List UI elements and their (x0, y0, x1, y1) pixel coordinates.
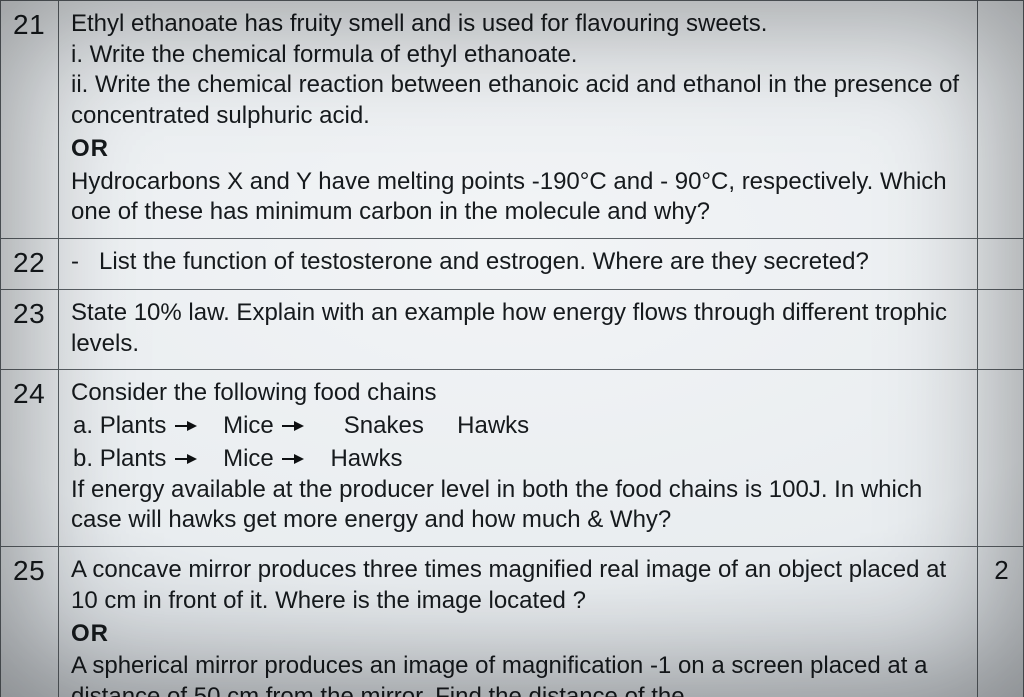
question-number: 23 (1, 290, 59, 370)
arrow-icon (282, 421, 304, 431)
table-row: 23 State 10% law. Explain with an exampl… (1, 290, 1024, 370)
question-line: A spherical mirror produces an image of … (71, 651, 967, 697)
fc-label: b. (73, 445, 93, 472)
question-marks (978, 290, 1024, 370)
question-line: State 10% law. Explain with an example h… (71, 298, 967, 359)
question-number: 24 (1, 370, 59, 547)
bullet: - (71, 248, 79, 275)
question-line: Consider the following food chains (71, 378, 967, 409)
fc-item: Plants (100, 412, 167, 439)
question-number: 25 (1, 547, 59, 697)
food-chain-a: a. Plants Mice Snakes Hawks (71, 411, 967, 442)
question-line: i. Write the chemical formula of ethyl e… (71, 40, 967, 71)
question-line: Hydrocarbons X and Y have melting points… (71, 167, 967, 228)
question-body: A concave mirror produces three times ma… (59, 547, 978, 697)
question-marks (978, 1, 1024, 239)
fc-item: Hawks (330, 445, 402, 472)
fc-item: Snakes (344, 412, 424, 439)
question-marks: 2 (978, 547, 1024, 697)
food-chain-b: b. Plants Mice Hawks (71, 444, 967, 475)
question-line: Ethyl ethanoate has fruity smell and is … (71, 9, 967, 40)
table-row: 22 - List the function of testosterone a… (1, 239, 1024, 290)
question-number: 21 (1, 1, 59, 239)
table-row: 25 A concave mirror produces three times… (1, 547, 1024, 697)
question-table: 21 Ethyl ethanoate has fruity smell and … (0, 0, 1024, 697)
fc-item: Hawks (457, 412, 529, 439)
question-body: - List the function of testosterone and … (59, 239, 978, 290)
arrow-icon (175, 454, 197, 464)
table-row: 21 Ethyl ethanoate has fruity smell and … (1, 1, 1024, 239)
question-line: ii. Write the chemical reaction between … (71, 70, 967, 131)
question-line: A concave mirror produces three times ma… (71, 555, 967, 616)
question-marks (978, 239, 1024, 290)
arrow-icon (282, 454, 304, 464)
fc-label: a. (73, 412, 93, 439)
question-line: If energy available at the producer leve… (71, 475, 967, 536)
or-label: OR (71, 619, 967, 650)
fc-item: Mice (223, 412, 274, 439)
question-body: Ethyl ethanoate has fruity smell and is … (59, 1, 978, 239)
or-label: OR (71, 134, 967, 165)
question-number: 22 (1, 239, 59, 290)
question-body: Consider the following food chains a. Pl… (59, 370, 978, 547)
exam-page: 21 Ethyl ethanoate has fruity smell and … (0, 0, 1024, 697)
fc-item: Mice (223, 445, 274, 472)
question-marks (978, 370, 1024, 547)
table-row: 24 Consider the following food chains a.… (1, 370, 1024, 547)
question-line: List the function of testosterone and es… (99, 248, 869, 275)
question-body: State 10% law. Explain with an example h… (59, 290, 978, 370)
fc-item: Plants (100, 445, 167, 472)
arrow-icon (175, 421, 197, 431)
